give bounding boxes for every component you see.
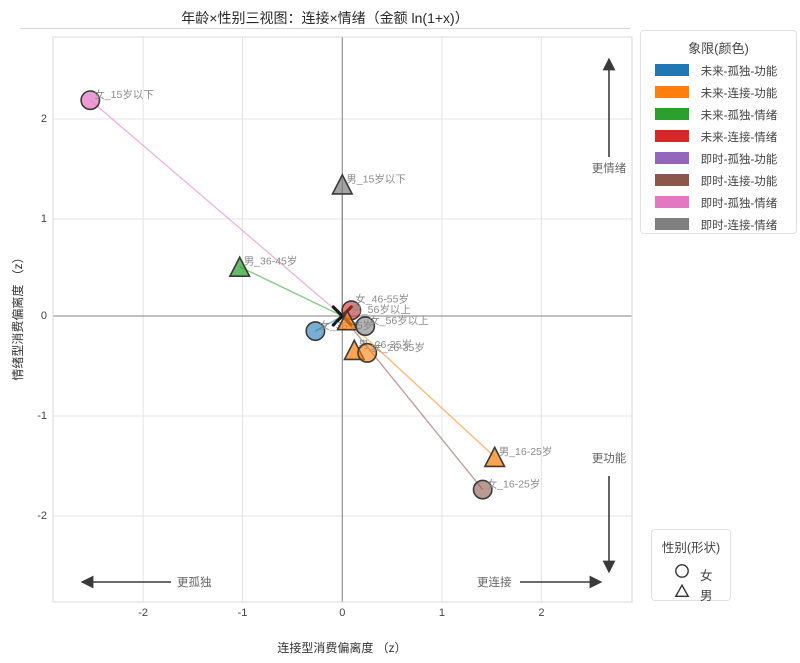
svg-text:-2: -2 [138, 607, 148, 619]
svg-text:情绪型消费偏离度 （z）: 情绪型消费偏离度 （z） [10, 251, 25, 380]
svg-text:2: 2 [538, 607, 544, 619]
svg-text:女_26-35岁: 女_26-35岁 [371, 341, 425, 354]
svg-text:-1: -1 [238, 607, 248, 619]
svg-text:0: 0 [41, 310, 47, 322]
svg-text:更孤独: 更孤独 [177, 575, 212, 589]
svg-text:连接型消费偏离度 （z）: 连接型消费偏离度 （z） [277, 640, 406, 655]
svg-text:男_15岁以下: 男_15岁以下 [346, 172, 406, 185]
svg-text:男_36-45岁: 男_36-45岁 [244, 255, 298, 268]
svg-text:1: 1 [41, 213, 47, 225]
svg-text:女_16-25岁: 女_16-25岁 [487, 478, 541, 491]
svg-text:-2: -2 [37, 510, 47, 522]
svg-text:女_15岁以下: 女_15岁以下 [94, 88, 154, 101]
svg-text:-1: -1 [37, 410, 47, 422]
svg-text:更情绪: 更情绪 [592, 161, 627, 175]
svg-text:1: 1 [439, 607, 445, 619]
svg-text:0: 0 [339, 607, 345, 619]
svg-text:更功能: 更功能 [592, 451, 627, 465]
svg-text:2: 2 [41, 113, 47, 125]
svg-text:男_16-25岁: 男_16-25岁 [499, 445, 553, 458]
svg-text:更连接: 更连接 [477, 575, 512, 589]
svg-text:女_56岁以上: 女_56岁以上 [369, 314, 429, 327]
